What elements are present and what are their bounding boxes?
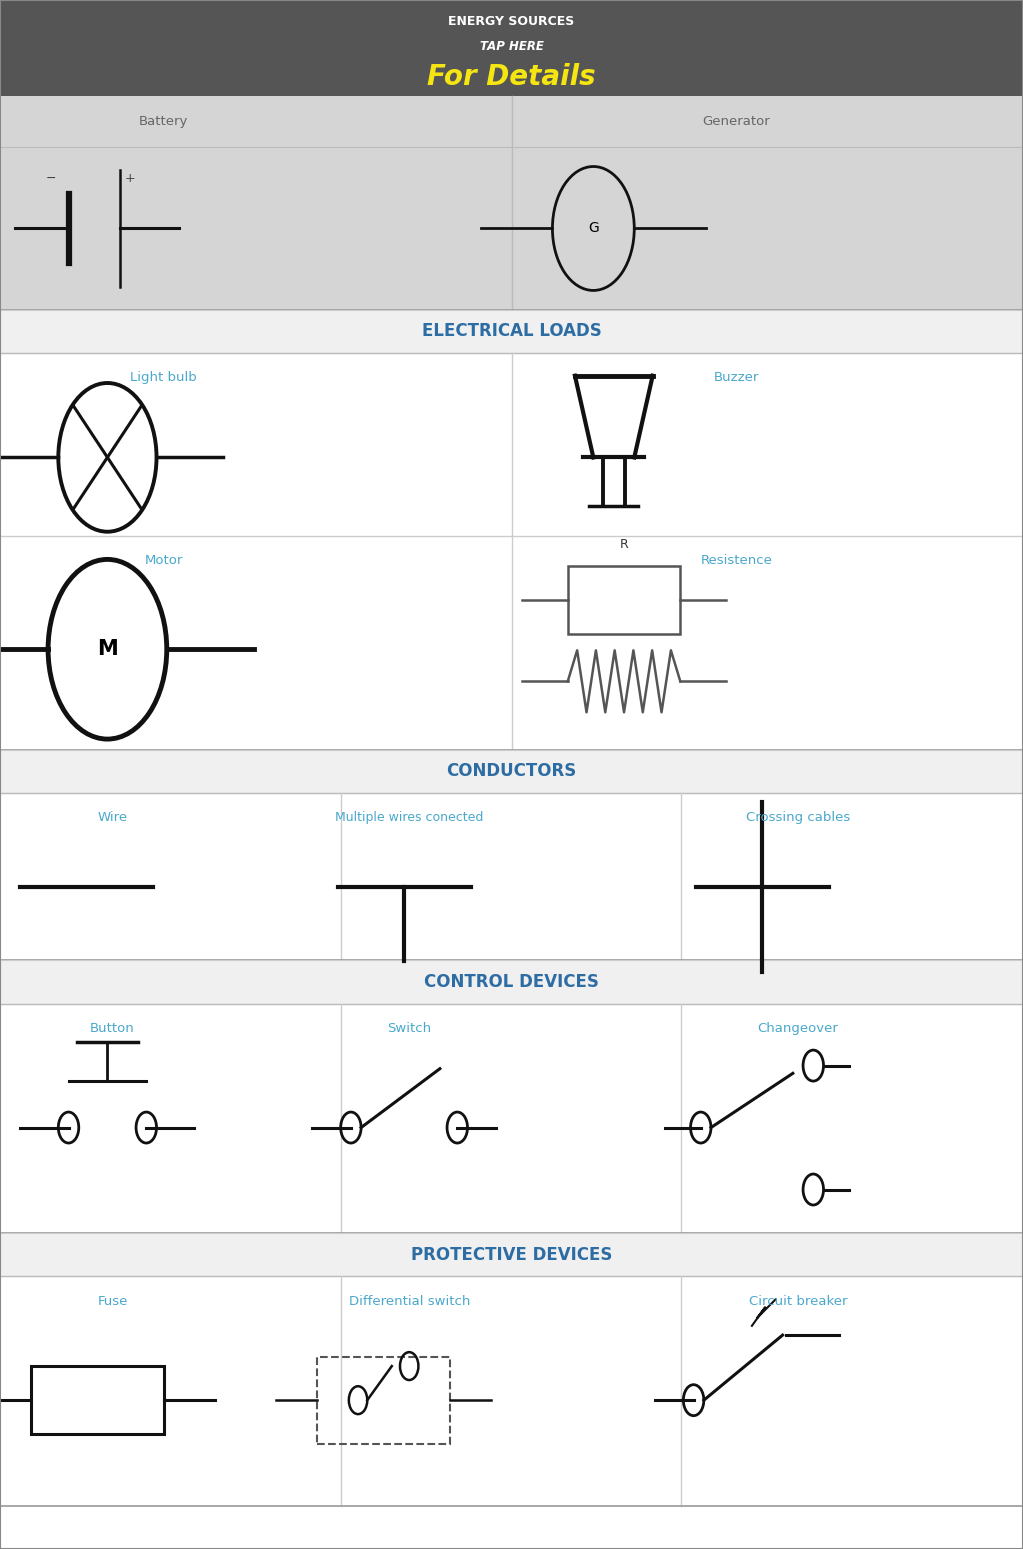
FancyBboxPatch shape xyxy=(0,750,1023,793)
Text: Changeover: Changeover xyxy=(757,1022,839,1035)
Text: ELECTRICAL LOADS: ELECTRICAL LOADS xyxy=(421,322,602,341)
Text: PROTECTIVE DEVICES: PROTECTIVE DEVICES xyxy=(411,1245,612,1264)
Text: R: R xyxy=(620,538,628,550)
Text: G: G xyxy=(588,222,598,235)
Text: Circuit breaker: Circuit breaker xyxy=(749,1295,847,1307)
Bar xyxy=(568,565,680,634)
FancyBboxPatch shape xyxy=(0,96,1023,147)
FancyBboxPatch shape xyxy=(0,353,1023,536)
Text: Generator: Generator xyxy=(703,115,770,129)
Text: Battery: Battery xyxy=(139,115,188,129)
FancyBboxPatch shape xyxy=(0,0,1023,96)
Text: Button: Button xyxy=(90,1022,135,1035)
Text: Motor: Motor xyxy=(144,555,183,567)
FancyBboxPatch shape xyxy=(0,1004,1023,1233)
Text: Crossing cables: Crossing cables xyxy=(746,812,850,824)
Bar xyxy=(31,1366,164,1434)
FancyBboxPatch shape xyxy=(0,1276,1023,1506)
Text: +: + xyxy=(125,172,135,186)
Text: Buzzer: Buzzer xyxy=(714,372,759,384)
Text: M: M xyxy=(97,640,118,660)
Text: ENERGY SOURCES: ENERGY SOURCES xyxy=(448,14,575,28)
Text: Multiple wires conected: Multiple wires conected xyxy=(335,812,484,824)
FancyBboxPatch shape xyxy=(0,147,1023,310)
Text: CONDUCTORS: CONDUCTORS xyxy=(446,762,577,781)
Text: Wire: Wire xyxy=(97,812,128,824)
FancyBboxPatch shape xyxy=(0,310,1023,353)
Text: Switch: Switch xyxy=(387,1022,432,1035)
Text: Resistence: Resistence xyxy=(701,555,772,567)
FancyBboxPatch shape xyxy=(0,536,1023,750)
Text: −: − xyxy=(46,172,56,186)
Text: CONTROL DEVICES: CONTROL DEVICES xyxy=(425,973,598,991)
Text: Light bulb: Light bulb xyxy=(130,372,197,384)
FancyBboxPatch shape xyxy=(0,960,1023,1004)
Text: For Details: For Details xyxy=(428,64,595,91)
Text: TAP HERE: TAP HERE xyxy=(480,40,543,53)
FancyBboxPatch shape xyxy=(0,793,1023,960)
Text: Differential switch: Differential switch xyxy=(349,1295,470,1307)
FancyBboxPatch shape xyxy=(0,1233,1023,1276)
Text: Fuse: Fuse xyxy=(97,1295,128,1307)
